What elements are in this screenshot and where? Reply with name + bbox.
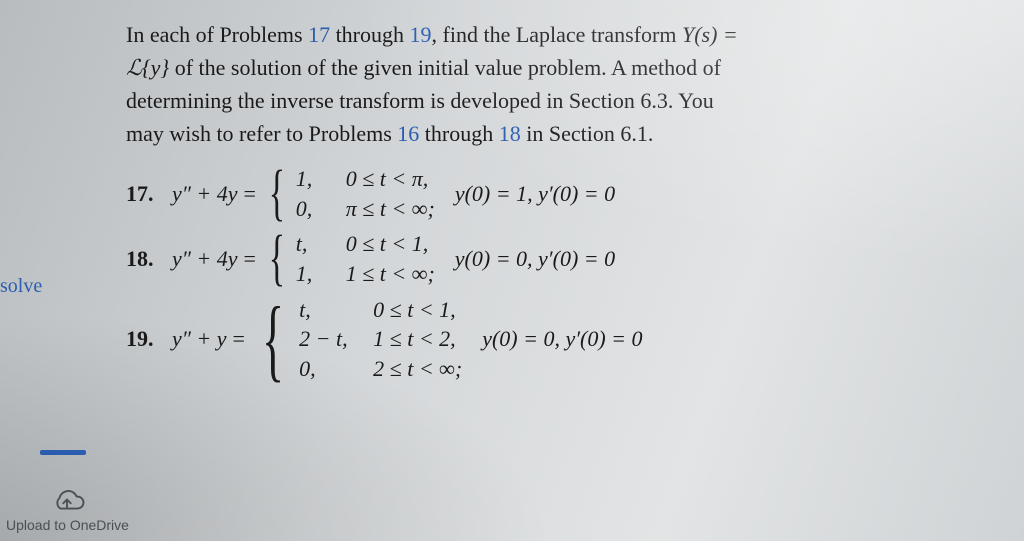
underline-mark-icon xyxy=(40,450,86,455)
intro-text: through xyxy=(419,121,498,146)
case-value: 1, xyxy=(296,164,346,194)
intro-text: of the solution of the given initial val… xyxy=(169,55,721,80)
case-value: 0, xyxy=(299,354,373,384)
problem-lhs: y″ + 4y xyxy=(172,246,238,272)
intro-math: Y(s) = xyxy=(682,22,738,47)
case-value: 1, xyxy=(296,259,346,289)
problem-lhs: y″ + y xyxy=(172,326,227,352)
initial-conditions: y(0) = 0, y′(0) = 0 xyxy=(482,326,642,352)
case-value: 2 − t, xyxy=(299,324,373,354)
solve-annotation: solve xyxy=(0,275,42,298)
cases: t,0 ≤ t < 1, 1,1 ≤ t < ∞; xyxy=(296,229,435,288)
initial-conditions: y(0) = 0, y′(0) = 0 xyxy=(455,246,615,272)
problem-lhs: y″ + 4y xyxy=(172,181,238,207)
equals-sign: = xyxy=(238,246,262,272)
case-value: t, xyxy=(296,229,346,259)
problem-19: 19. y″ + y = { t,0 ≤ t < 1, 2 − t,1 ≤ t … xyxy=(126,295,984,384)
instructions-paragraph: In each of Problems 17 through 19, find … xyxy=(126,18,964,150)
problem-number: 19. xyxy=(126,326,172,352)
piecewise: { t,0 ≤ t < 1, 2 − t,1 ≤ t < 2, 0,2 ≤ t … xyxy=(251,295,462,384)
cases: 1,0 ≤ t < π, 0,π ≤ t < ∞; xyxy=(296,164,435,223)
problem-ref-16: 16 xyxy=(397,121,419,146)
case-range: 2 ≤ t < ∞; xyxy=(373,354,462,384)
cases: t,0 ≤ t < 1, 2 − t,1 ≤ t < 2, 0,2 ≤ t < … xyxy=(299,295,462,384)
left-brace-icon: { xyxy=(262,308,284,371)
upload-to-onedrive[interactable]: Upload to OneDrive xyxy=(6,487,129,533)
problem-17: 17. y″ + 4y = { 1,0 ≤ t < π, 0,π ≤ t < ∞… xyxy=(126,164,984,223)
equals-sign: = xyxy=(227,326,251,352)
case-range: 0 ≤ t < 1, xyxy=(373,295,456,325)
piecewise: { t,0 ≤ t < 1, 1,1 ≤ t < ∞; xyxy=(262,229,435,288)
left-brace-icon: { xyxy=(269,172,285,215)
intro-text: through xyxy=(330,22,409,47)
piecewise: { 1,0 ≤ t < π, 0,π ≤ t < ∞; xyxy=(262,164,435,223)
intro-text: in Section 6.1. xyxy=(521,121,654,146)
initial-conditions: y(0) = 1, y′(0) = 0 xyxy=(455,181,615,207)
case-range: 0 ≤ t < π, xyxy=(346,164,429,194)
problem-18: 18. y″ + 4y = { t,0 ≤ t < 1, 1,1 ≤ t < ∞… xyxy=(126,229,984,288)
problem-number: 18. xyxy=(126,246,172,272)
problem-ref-17: 17 xyxy=(308,22,330,47)
case-value: t, xyxy=(299,295,373,325)
case-range: 1 ≤ t < 2, xyxy=(373,324,456,354)
intro-text: In each of Problems xyxy=(126,22,308,47)
equals-sign: = xyxy=(238,181,262,207)
problem-ref-19: 19 xyxy=(410,22,432,47)
upload-label: Upload to OneDrive xyxy=(6,517,129,533)
intro-text: , find the Laplace transform xyxy=(432,22,682,47)
left-brace-icon: { xyxy=(269,237,285,280)
case-range: 0 ≤ t < 1, xyxy=(346,229,429,259)
intro-text: determining the inverse transform is dev… xyxy=(126,88,714,113)
intro-text: may wish to refer to Problems xyxy=(126,121,397,146)
cloud-upload-icon xyxy=(6,487,129,515)
problem-number: 17. xyxy=(126,181,172,207)
problem-ref-18: 18 xyxy=(499,121,521,146)
case-range: π ≤ t < ∞; xyxy=(346,194,435,224)
case-value: 0, xyxy=(296,194,346,224)
intro-math: ℒ{y} xyxy=(126,55,169,80)
case-range: 1 ≤ t < ∞; xyxy=(346,259,435,289)
page-root: In each of Problems 17 through 19, find … xyxy=(0,0,1024,541)
problem-list: 17. y″ + 4y = { 1,0 ≤ t < π, 0,π ≤ t < ∞… xyxy=(126,164,984,384)
